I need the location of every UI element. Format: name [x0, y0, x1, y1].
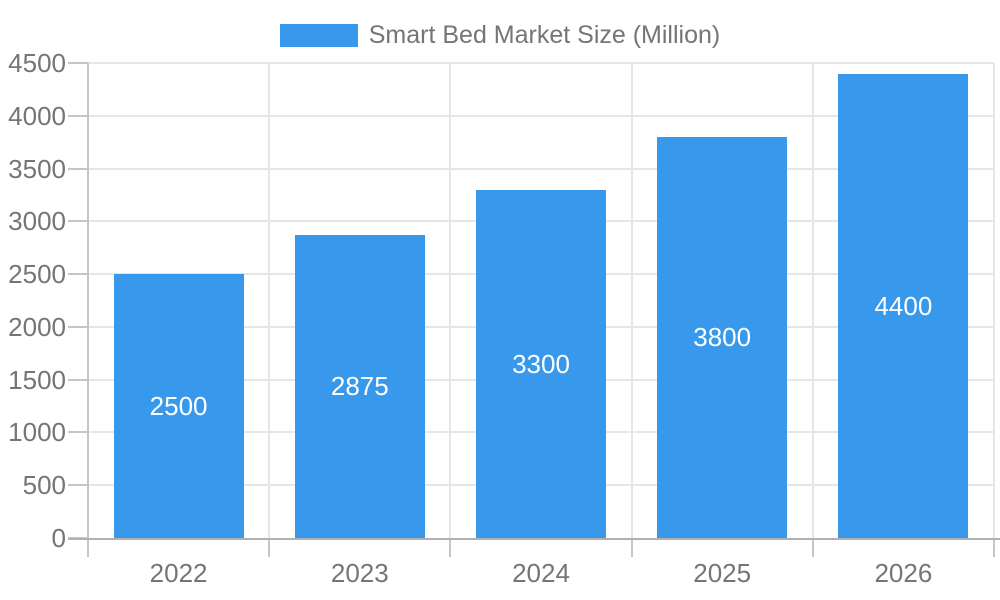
bar-value-label: 4400 [874, 290, 933, 321]
y-axis-tick-label: 2500 [8, 259, 66, 290]
y-axis-line [87, 63, 89, 557]
gridline-horizontal [88, 114, 994, 117]
y-axis-tick [68, 273, 88, 276]
y-axis-tick [68, 62, 88, 64]
y-axis-tick [68, 431, 88, 434]
y-axis-tick-label: 2000 [8, 311, 66, 342]
legend-swatch[interactable] [279, 24, 358, 47]
y-axis-tick-label: 4000 [8, 100, 66, 131]
y-axis-tick-label: 1000 [8, 417, 66, 448]
y-axis-tick-label: 4500 [8, 48, 66, 78]
x-axis-tick-label: 2023 [330, 558, 389, 588]
bar-2025[interactable] [657, 136, 788, 538]
y-axis-tick [68, 114, 88, 117]
y-axis-tick-label: 500 [22, 470, 66, 501]
y-axis-tick [68, 484, 88, 487]
gridline-vertical [630, 63, 633, 538]
x-axis-tick [993, 540, 995, 557]
x-axis-line [68, 538, 1000, 540]
y-axis-tick [68, 167, 88, 170]
bar-2023[interactable] [294, 234, 425, 538]
bar-value-label: 3800 [693, 322, 752, 353]
x-axis-tick-label: 2026 [874, 558, 933, 588]
gridline-horizontal [88, 62, 994, 64]
y-axis-tick [68, 325, 88, 328]
x-axis-tick [630, 540, 633, 557]
bar-value-label: 2500 [149, 391, 208, 422]
gridline-vertical [811, 63, 814, 538]
bar-2022[interactable] [113, 274, 244, 538]
x-axis-tick-label: 2022 [149, 558, 208, 588]
y-axis-tick-label: 3500 [8, 153, 66, 184]
bar-2026[interactable] [838, 73, 969, 538]
x-axis-tick-label: 2025 [693, 558, 752, 588]
chart-legend[interactable]: Smart Bed Market Size (Million) [0, 21, 1000, 50]
bar-value-label: 2875 [330, 371, 389, 402]
y-axis-tick [68, 220, 88, 223]
bar-2024[interactable] [476, 189, 606, 538]
y-axis-tick-label: 1500 [8, 364, 66, 395]
bar-value-label: 3300 [512, 348, 570, 379]
y-axis-tick [68, 378, 88, 381]
legend-label[interactable]: Smart Bed Market Size (Million) [368, 21, 721, 49]
x-axis-tick [268, 540, 271, 557]
x-axis-tick-label: 2024 [512, 558, 570, 588]
gridline-horizontal [88, 167, 994, 170]
x-axis-tick [811, 540, 814, 557]
x-axis-tick [449, 540, 452, 557]
gridline-vertical [449, 63, 452, 538]
gridline-vertical [993, 63, 995, 538]
y-axis-tick-label: 3000 [8, 206, 66, 237]
y-axis-tick-label: 0 [51, 523, 66, 553]
gridline-vertical [268, 63, 271, 538]
